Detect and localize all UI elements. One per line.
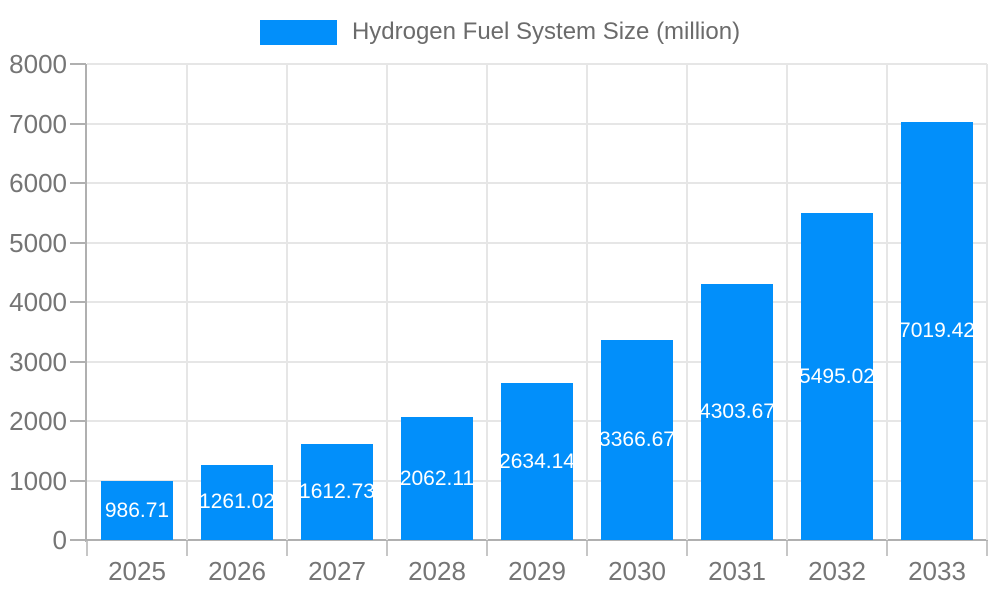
bar-value-label: 1261.02 <box>201 490 273 514</box>
y-tick-label: 5000 <box>9 227 67 258</box>
x-tick-label: 2032 <box>808 556 866 586</box>
legend-swatch <box>259 19 337 45</box>
x-tick <box>986 541 988 556</box>
gridline-v <box>386 64 388 540</box>
bar-value-label: 4303.67 <box>701 399 773 423</box>
x-tick-label: 2030 <box>608 556 666 586</box>
gridline-h <box>87 63 987 65</box>
x-tick <box>886 541 888 556</box>
bar-value-label: 1612.73 <box>301 480 373 504</box>
bar[interactable]: 3366.67 <box>601 339 673 540</box>
x-tick-label: 2033 <box>908 556 966 586</box>
bar[interactable]: 7019.42 <box>901 122 973 540</box>
y-tick <box>70 420 86 422</box>
bar[interactable]: 5495.02 <box>801 213 873 540</box>
gridline-h <box>87 122 987 125</box>
y-tick <box>70 360 86 363</box>
bar-value-label: 5495.02 <box>801 364 873 388</box>
y-tick-label: 3000 <box>9 346 67 377</box>
x-tick <box>186 541 188 556</box>
gridline-v <box>686 64 688 540</box>
gridline-v <box>786 64 788 540</box>
x-tick-label: 2031 <box>708 556 766 586</box>
x-tick-label: 2026 <box>208 556 266 586</box>
bar[interactable]: 1612.73 <box>301 444 373 540</box>
y-tick <box>70 301 86 303</box>
x-tick <box>286 541 288 556</box>
bar[interactable]: 1261.02 <box>201 464 273 540</box>
y-tick <box>70 539 86 541</box>
gridline-h <box>87 182 987 184</box>
x-tick-label: 2029 <box>508 556 566 586</box>
y-tick <box>70 122 86 125</box>
y-tick <box>70 63 86 65</box>
x-tick <box>86 541 88 556</box>
y-tick-label: 2000 <box>9 406 67 436</box>
legend-label: Hydrogen Fuel System Size (million) <box>351 18 741 45</box>
y-axis-line <box>85 64 87 542</box>
x-tick <box>386 541 388 556</box>
x-axis-line <box>85 539 988 541</box>
bar-value-label: 2062.11 <box>401 466 473 490</box>
y-tick <box>70 241 86 244</box>
gridline-v <box>586 64 588 540</box>
y-tick-label: 0 <box>52 525 67 555</box>
gridline-v <box>986 64 988 540</box>
bar-value-label: 2634.14 <box>501 449 573 473</box>
bar-value-label: 986.71 <box>104 498 170 522</box>
bar[interactable]: 2062.11 <box>401 417 473 540</box>
x-tick <box>786 541 788 556</box>
x-tick <box>586 541 588 556</box>
bar[interactable]: 2634.14 <box>501 383 573 540</box>
y-tick-label: 7000 <box>9 108 67 139</box>
x-tick <box>686 541 688 556</box>
y-tick <box>70 479 86 482</box>
gridline-v <box>186 64 188 540</box>
y-tick-label: 6000 <box>9 168 67 198</box>
bar[interactable]: 986.71 <box>101 481 173 540</box>
gridline-v <box>486 64 488 540</box>
y-tick-label: 8000 <box>9 49 67 79</box>
legend: Hydrogen Fuel System Size (million) <box>0 18 1000 46</box>
x-tick <box>486 541 488 556</box>
plot-area: 986.71 1261.02 1612.73 2062.11 2634.14 3366.6… <box>87 63 988 540</box>
x-tick-label: 2027 <box>308 556 366 586</box>
x-tick-label: 2025 <box>108 556 166 586</box>
bar-value-label: 3366.67 <box>601 427 673 451</box>
y-tick-label: 1000 <box>9 465 67 496</box>
bar-value-label: 7019.42 <box>901 319 973 343</box>
gridline-h <box>87 241 987 244</box>
x-tick-label: 2028 <box>408 556 466 586</box>
bar[interactable]: 4303.67 <box>701 283 773 540</box>
gridline-h <box>87 301 987 303</box>
gridline-v <box>886 64 888 540</box>
y-tick-label: 4000 <box>9 287 67 317</box>
gridline-h <box>87 360 987 363</box>
y-tick <box>70 182 86 184</box>
gridline-v <box>286 64 288 540</box>
